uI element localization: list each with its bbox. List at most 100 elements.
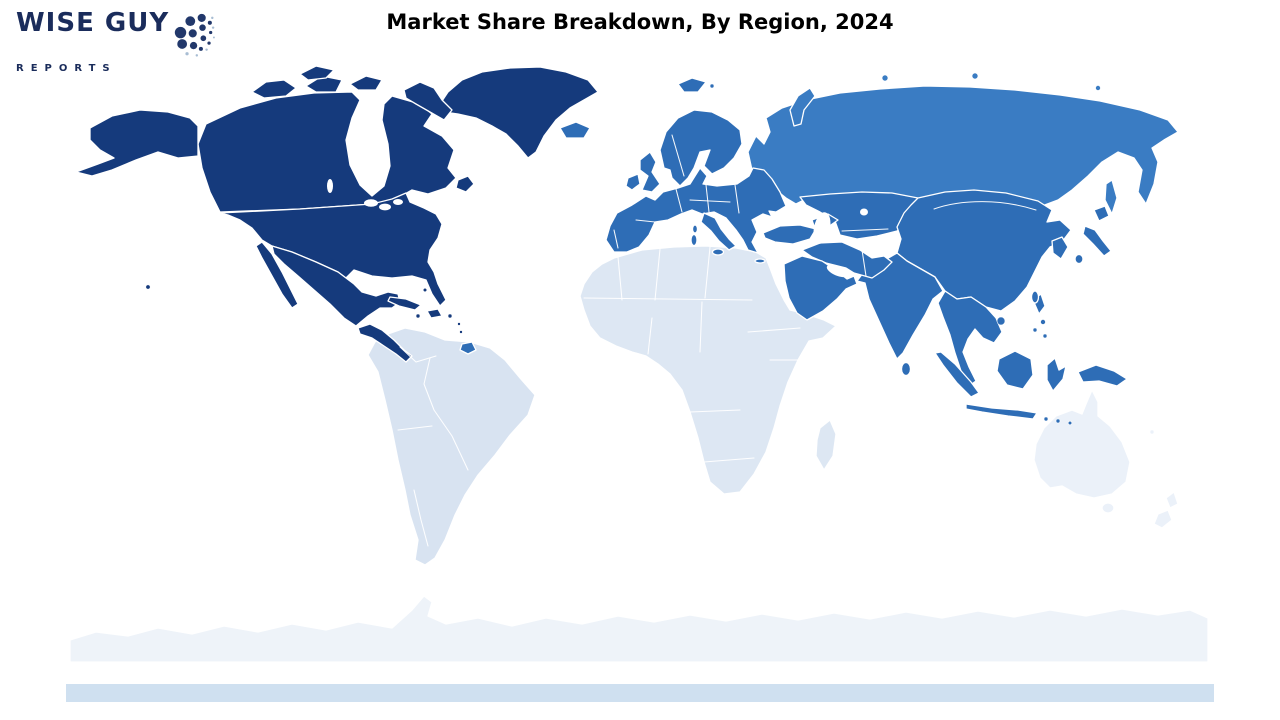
europe-mainland (605, 167, 787, 254)
arctic-island (299, 65, 335, 81)
border-line (734, 184, 740, 214)
china-east-asia (896, 189, 1072, 312)
island-dot (1043, 416, 1049, 422)
island-dot (1040, 319, 1046, 325)
arctic-island-dot (881, 74, 889, 82)
border-line (617, 256, 623, 301)
australia (1033, 389, 1131, 499)
border-line (423, 357, 469, 471)
lake-winnipeg (327, 179, 333, 193)
turkey (762, 224, 817, 245)
arctic-island-dot (1095, 85, 1101, 91)
border-line (654, 248, 661, 301)
madagascar (815, 419, 837, 471)
great-lake (364, 199, 378, 207)
scandinavia (659, 109, 743, 187)
ice-shelf-band (66, 684, 1214, 702)
novaya-zemlya (789, 87, 816, 127)
sumatra (934, 351, 980, 398)
island-dot (447, 313, 453, 319)
cuba (387, 296, 422, 311)
chart-title: Market Share Breakdown, By Region, 2024 (386, 10, 894, 34)
sri-lanka (900, 361, 912, 377)
logo-row: WISE GUY (16, 8, 218, 60)
border-line (689, 409, 741, 413)
sicily (711, 248, 725, 256)
great-lake (393, 199, 403, 205)
tasmania (1101, 502, 1115, 514)
border-line (613, 229, 619, 249)
region-south-america (367, 327, 536, 566)
border-line (583, 297, 753, 301)
pacific-island-dot (145, 284, 151, 290)
border-line (699, 301, 703, 353)
new-zealand-south (1153, 509, 1173, 529)
border-line (689, 199, 731, 203)
region-africa (579, 245, 837, 495)
new-guinea (1077, 364, 1128, 387)
island-dot (459, 330, 463, 334)
baffin-island (403, 81, 453, 121)
logo-wordmark: WISE GUY (16, 8, 170, 38)
island-dot (1042, 333, 1048, 339)
southeast-asia (937, 290, 1003, 387)
border-line (671, 134, 685, 177)
island-dot (1055, 418, 1061, 424)
arctic-island (349, 75, 383, 91)
japan-kyushu (1074, 253, 1084, 265)
sakhalin (1104, 179, 1118, 215)
inland-seas (327, 179, 868, 278)
borneo (996, 350, 1034, 390)
border-line (705, 184, 710, 213)
baja-california (255, 241, 299, 309)
border-line (841, 228, 889, 232)
new-zealand-north (1165, 491, 1179, 509)
iceland (559, 121, 591, 139)
logo-dots-dark (174, 13, 213, 51)
italy (700, 212, 737, 251)
logo-dots-light (185, 16, 216, 57)
java (965, 403, 1038, 420)
border-line (399, 346, 437, 363)
island-dot (1149, 429, 1155, 435)
antarctica (69, 595, 1209, 663)
japan-honshu (1082, 225, 1112, 257)
sardinia (690, 233, 698, 247)
border-line (413, 489, 429, 547)
border-line (703, 457, 755, 463)
border-line (635, 219, 656, 223)
caspian-sea (813, 212, 831, 244)
border-line (397, 425, 433, 431)
island-dot (1067, 420, 1073, 426)
ireland (625, 173, 641, 191)
crete (754, 258, 766, 264)
border-line (675, 188, 683, 213)
greenland (435, 66, 599, 159)
arctic-island-dot (971, 72, 979, 80)
united-kingdom (639, 151, 661, 193)
logo-subtext: REPORTS (16, 63, 117, 74)
island-dot (457, 322, 461, 326)
arabia (783, 255, 858, 321)
region-oceania (1033, 389, 1179, 529)
region-russia (747, 72, 1179, 215)
newfoundland (455, 175, 475, 193)
border-line (704, 246, 711, 299)
hainan (996, 316, 1006, 326)
great-lake (379, 203, 391, 211)
island-dot (709, 83, 715, 89)
island-dot (422, 287, 428, 293)
corsica (691, 224, 699, 234)
border-line (933, 201, 1037, 211)
japan-hokkaido (1093, 205, 1110, 222)
region-antarctica (69, 595, 1209, 663)
svalbard (677, 77, 707, 93)
central-america (357, 323, 413, 363)
south-america (367, 327, 536, 566)
country-borders (397, 134, 1037, 547)
hispaniola (426, 308, 443, 319)
iran-pakistan (801, 241, 893, 279)
sulawesi (1046, 357, 1067, 392)
